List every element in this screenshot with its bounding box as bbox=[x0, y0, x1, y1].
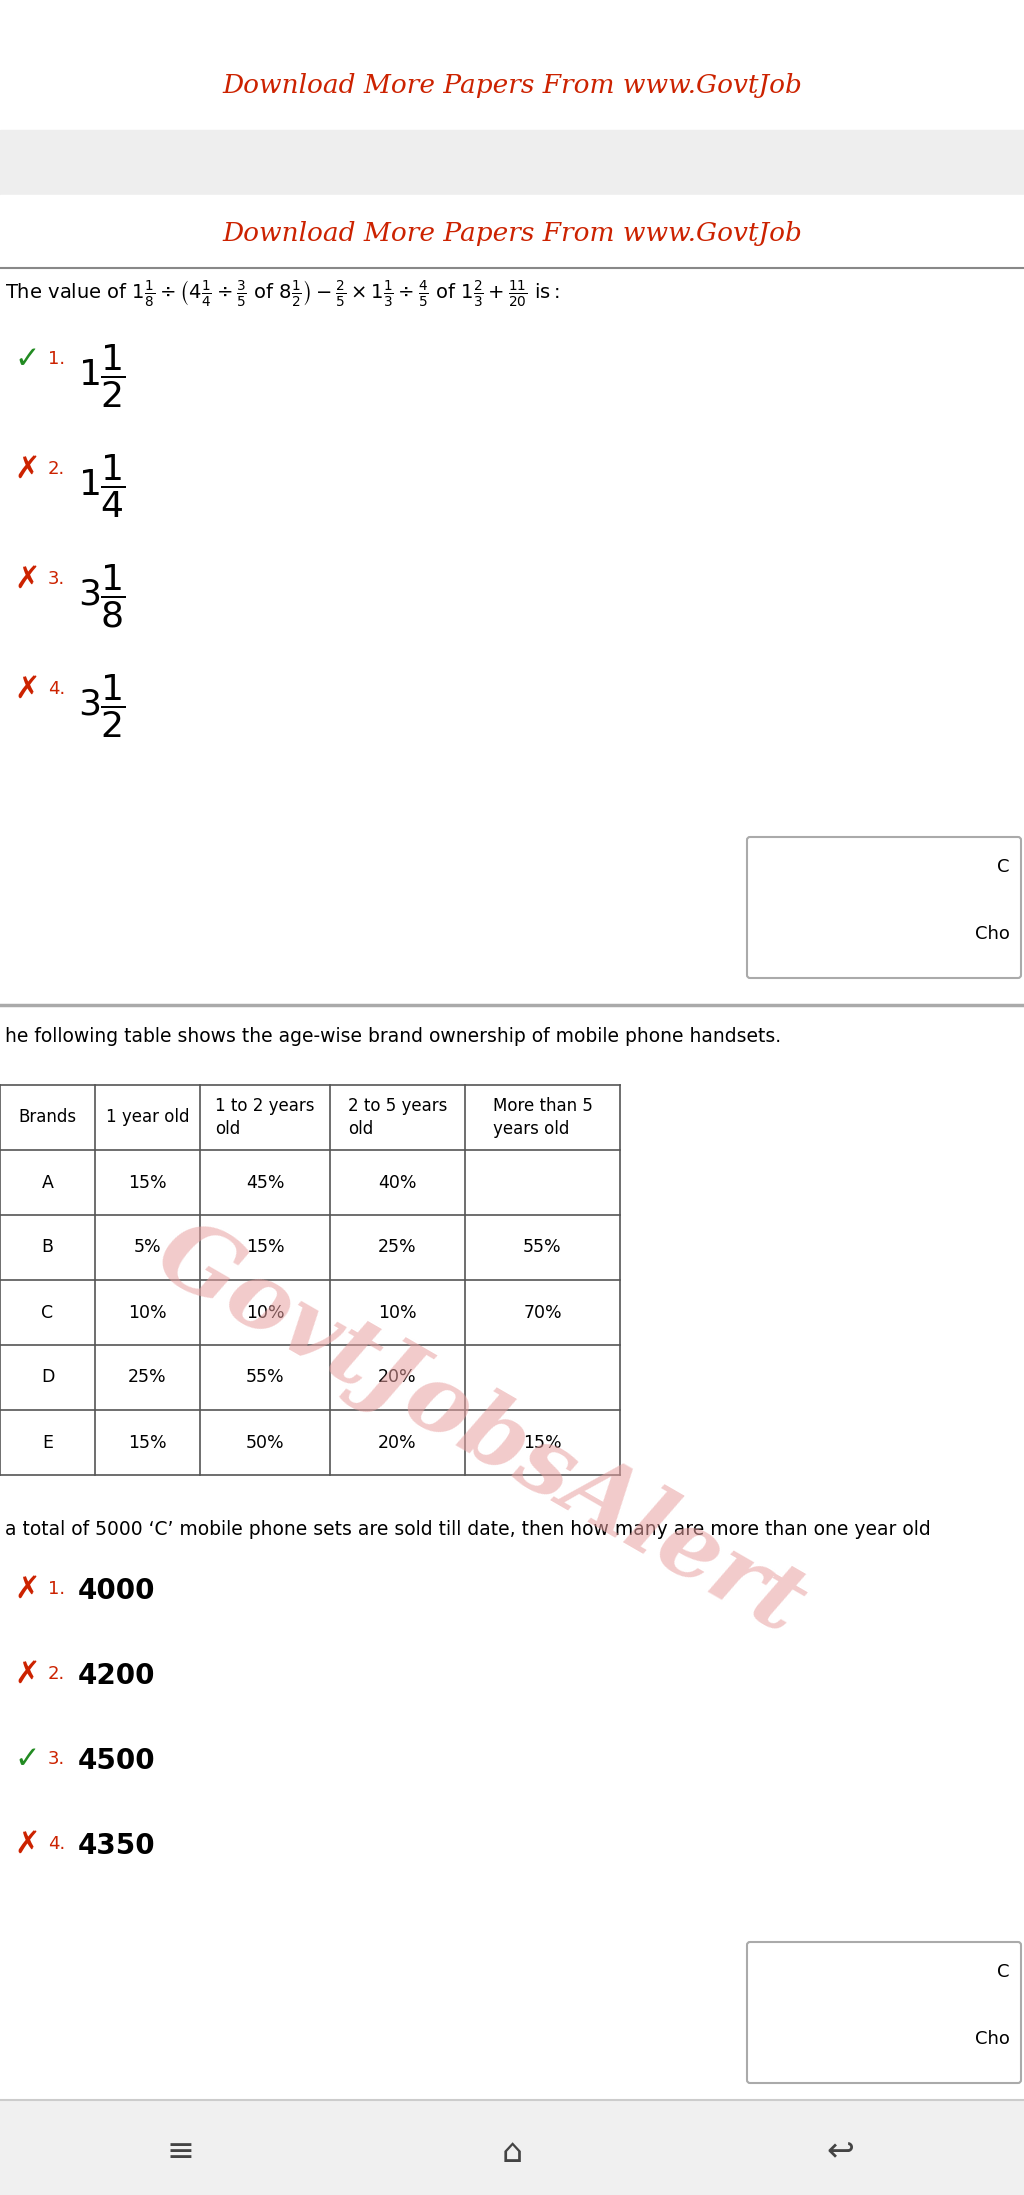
Text: A: A bbox=[42, 1174, 53, 1192]
Text: 40%: 40% bbox=[378, 1174, 417, 1192]
Text: Cho: Cho bbox=[975, 924, 1010, 944]
Text: ✗: ✗ bbox=[14, 564, 40, 595]
Text: ⌂: ⌂ bbox=[502, 2136, 522, 2169]
Text: ✗: ✗ bbox=[14, 454, 40, 485]
Text: Cho: Cho bbox=[975, 2030, 1010, 2048]
FancyBboxPatch shape bbox=[746, 836, 1021, 979]
Bar bbox=[0, 195, 1024, 266]
Text: 25%: 25% bbox=[128, 1367, 167, 1387]
Text: 4500: 4500 bbox=[78, 1747, 156, 1776]
Text: 2.: 2. bbox=[48, 1666, 66, 1684]
Text: 1 year old: 1 year old bbox=[105, 1108, 189, 1126]
Text: 55%: 55% bbox=[523, 1238, 562, 1256]
Text: C: C bbox=[997, 858, 1010, 876]
Text: 15%: 15% bbox=[128, 1174, 167, 1192]
Bar bbox=[0, 0, 1024, 130]
Text: 15%: 15% bbox=[523, 1433, 562, 1451]
Text: 1 to 2 years
old: 1 to 2 years old bbox=[215, 1098, 314, 1139]
Text: $3\dfrac{1}{2}$: $3\dfrac{1}{2}$ bbox=[78, 674, 126, 740]
Text: 15%: 15% bbox=[128, 1433, 167, 1451]
Text: C: C bbox=[41, 1304, 53, 1321]
Text: ✓: ✓ bbox=[14, 345, 40, 373]
Text: ≡: ≡ bbox=[166, 2136, 194, 2169]
Text: 1.: 1. bbox=[48, 1580, 66, 1598]
Text: 10%: 10% bbox=[246, 1304, 285, 1321]
Text: ✗: ✗ bbox=[14, 1659, 40, 1688]
Text: 15%: 15% bbox=[246, 1238, 285, 1256]
Text: $1\dfrac{1}{4}$: $1\dfrac{1}{4}$ bbox=[78, 452, 126, 520]
Text: GovtJobsAlert: GovtJobsAlert bbox=[140, 1207, 819, 1653]
Text: 4200: 4200 bbox=[78, 1662, 156, 1690]
Text: D: D bbox=[41, 1367, 54, 1387]
Text: Download More Papers From www.GovtJob: Download More Papers From www.GovtJob bbox=[222, 72, 802, 97]
Text: $3\dfrac{1}{8}$: $3\dfrac{1}{8}$ bbox=[78, 562, 126, 630]
Text: 4000: 4000 bbox=[78, 1576, 156, 1605]
Text: ✓: ✓ bbox=[14, 1745, 40, 1774]
Text: E: E bbox=[42, 1433, 53, 1451]
Text: ✗: ✗ bbox=[14, 676, 40, 705]
Text: 45%: 45% bbox=[246, 1174, 285, 1192]
Text: ✗: ✗ bbox=[14, 1831, 40, 1859]
Text: C: C bbox=[997, 1962, 1010, 1982]
Text: B: B bbox=[42, 1238, 53, 1256]
Text: $\mathrm{T}$he value of $1\frac{1}{8} \div \left(4\frac{1}{4} \div \frac{3}{5}\ : $\mathrm{T}$he value of $1\frac{1}{8} \d… bbox=[5, 279, 560, 307]
Text: 20%: 20% bbox=[378, 1367, 417, 1387]
Text: 2.: 2. bbox=[48, 461, 66, 479]
Text: 50%: 50% bbox=[246, 1433, 285, 1451]
Text: More than 5
years old: More than 5 years old bbox=[493, 1098, 593, 1139]
Text: 2 to 5 years
old: 2 to 5 years old bbox=[348, 1098, 447, 1139]
Text: he following table shows the age-wise brand ownership of mobile phone handsets.: he following table shows the age-wise br… bbox=[5, 1027, 781, 1047]
Bar bbox=[0, 2101, 1024, 2195]
Text: Brands: Brands bbox=[18, 1108, 77, 1126]
Text: 10%: 10% bbox=[128, 1304, 167, 1321]
Text: a total of 5000 ‘C’ mobile phone sets are sold till date, then how many are more: a total of 5000 ‘C’ mobile phone sets ar… bbox=[5, 1519, 931, 1539]
Text: 4.: 4. bbox=[48, 680, 66, 698]
Text: 5%: 5% bbox=[134, 1238, 162, 1256]
Text: ✗: ✗ bbox=[14, 1576, 40, 1605]
Text: 4.: 4. bbox=[48, 1835, 66, 1853]
Text: 55%: 55% bbox=[246, 1367, 285, 1387]
Text: 3.: 3. bbox=[48, 1749, 66, 1767]
Text: 1.: 1. bbox=[48, 349, 66, 369]
Text: 70%: 70% bbox=[523, 1304, 562, 1321]
Text: ↩: ↩ bbox=[826, 2136, 854, 2169]
Text: 3.: 3. bbox=[48, 571, 66, 588]
FancyBboxPatch shape bbox=[746, 1943, 1021, 2083]
Text: 25%: 25% bbox=[378, 1238, 417, 1256]
Text: Download More Papers From www.GovtJob: Download More Papers From www.GovtJob bbox=[222, 220, 802, 246]
Text: 20%: 20% bbox=[378, 1433, 417, 1451]
Text: 4350: 4350 bbox=[78, 1833, 156, 1859]
Text: 10%: 10% bbox=[378, 1304, 417, 1321]
Bar bbox=[0, 130, 1024, 195]
Text: $1\dfrac{1}{2}$: $1\dfrac{1}{2}$ bbox=[78, 342, 126, 410]
